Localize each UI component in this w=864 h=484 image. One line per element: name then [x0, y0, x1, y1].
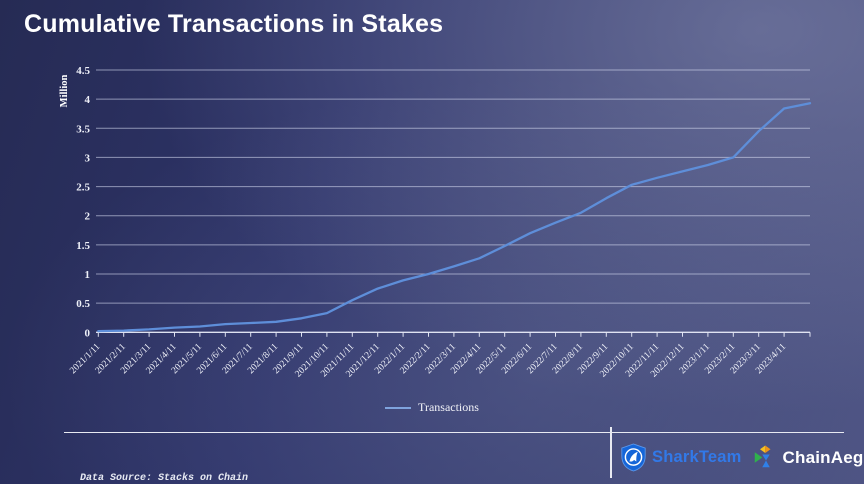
y-tick-label: 1.5	[76, 240, 90, 252]
y-tick-label: 2.5	[76, 182, 90, 194]
footer-divider-horizontal	[64, 432, 844, 433]
data-source-note: Data Source: Stacks on Chain Data as of:…	[80, 444, 248, 484]
chainaegis-logo: ChainAegis	[754, 444, 864, 471]
transactions-series-line	[97, 102, 812, 333]
brand-logos: SharkTeam ChainAegis	[620, 443, 864, 472]
y-tick-label: 4.5	[76, 65, 90, 77]
y-tick-label: 4	[85, 94, 91, 106]
footer-divider-vertical	[610, 427, 612, 478]
legend-label: Transactions	[418, 400, 479, 414]
data-source-line: Data Source: Stacks on Chain	[80, 473, 249, 484]
y-tick-label: 0.5	[76, 298, 90, 310]
chart-legend: Transactions	[0, 400, 864, 415]
chainaegis-mark-icon	[754, 445, 771, 468]
y-tick-label: 3.5	[76, 123, 90, 135]
y-tick-label: 2	[85, 211, 91, 223]
legend-line-swatch	[385, 406, 412, 409]
y-tick-label: 1	[85, 269, 91, 281]
y-tick-label: 3	[85, 152, 91, 164]
sharkteam-wordmark: SharkTeam	[652, 448, 742, 466]
sharkteam-shield-icon	[621, 443, 646, 472]
page-title: Cumulative Transactions in Stakes	[24, 10, 444, 38]
chainaegis-wordmark: ChainAegis	[782, 447, 864, 467]
sharkteam-logo: SharkTeam	[620, 443, 742, 472]
y-tick-label: 0	[85, 327, 91, 339]
y-axis-title: Million	[59, 75, 70, 108]
